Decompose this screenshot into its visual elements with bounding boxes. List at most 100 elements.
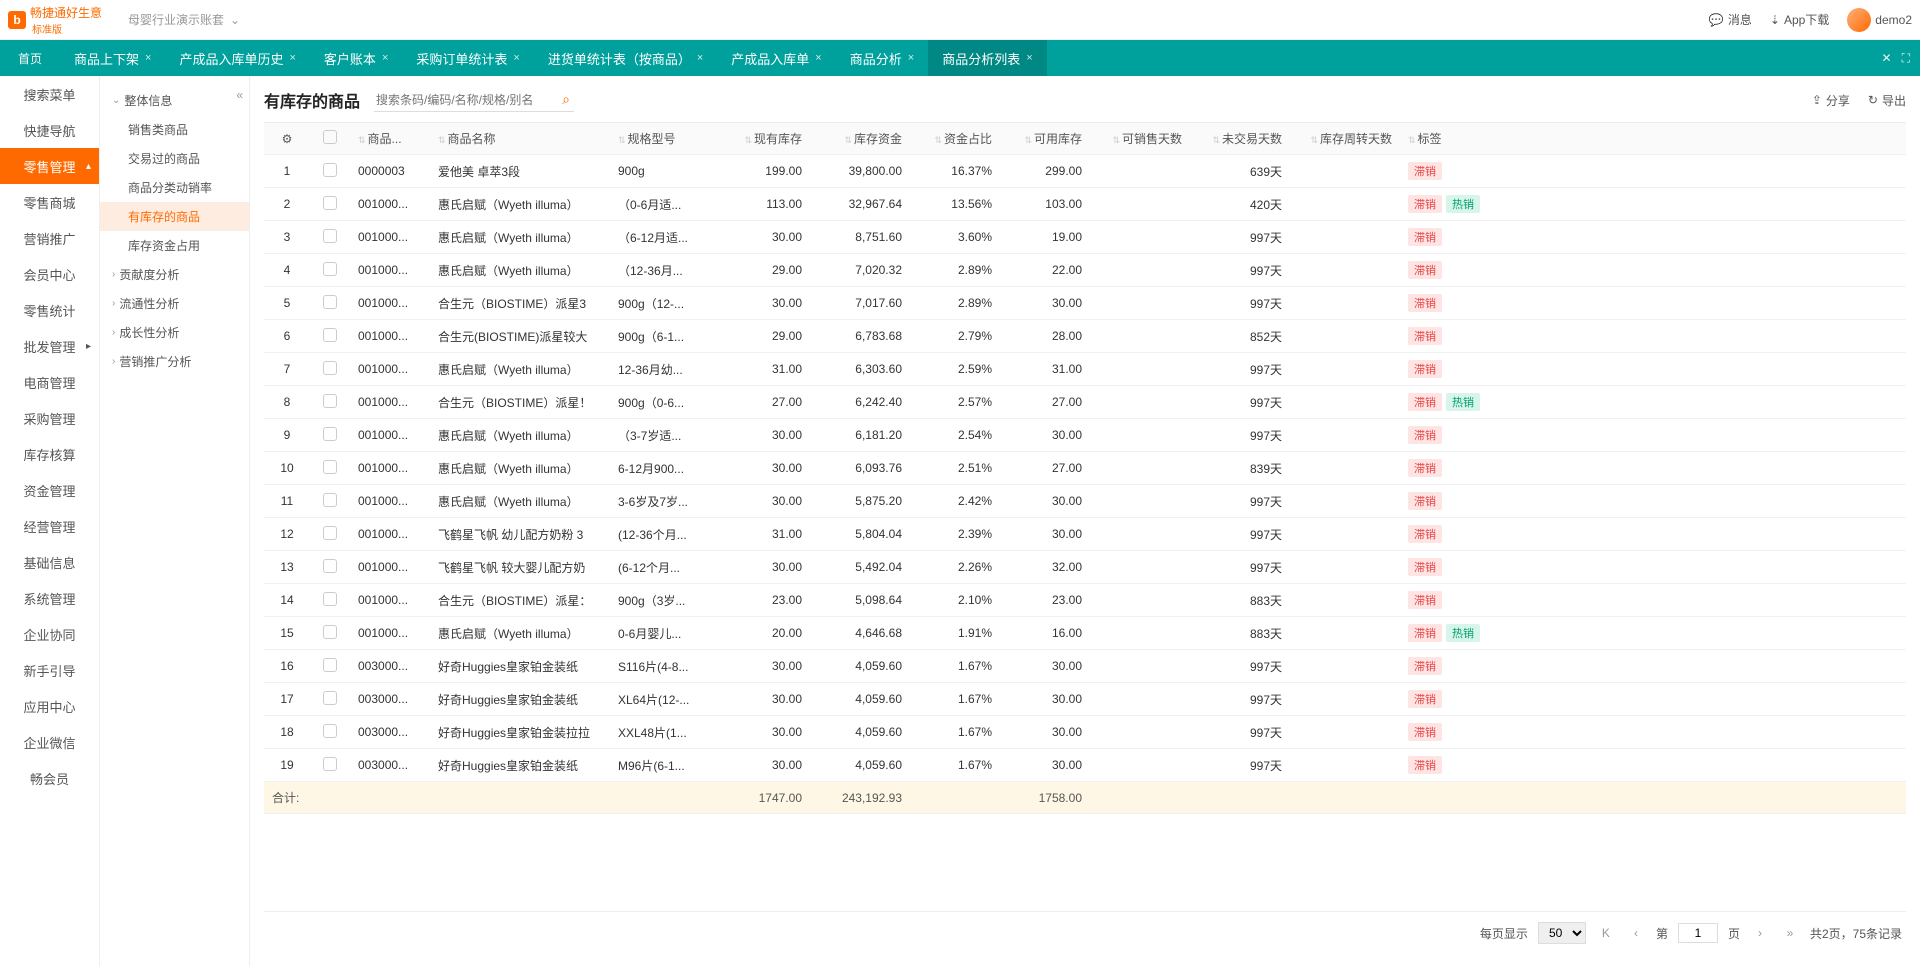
- row-checkbox[interactable]: [323, 493, 337, 507]
- export-button[interactable]: ↻导出: [1868, 92, 1906, 109]
- row-checkbox[interactable]: [323, 559, 337, 573]
- leftnav-item-12[interactable]: 经营管理: [0, 508, 99, 544]
- row-checkbox[interactable]: [323, 262, 337, 276]
- row-checkbox[interactable]: [323, 196, 337, 210]
- checkbox-all[interactable]: [323, 130, 337, 144]
- table-row[interactable]: 3001000...惠氏启赋（Wyeth illuma）（6-12月适...30…: [264, 221, 1906, 254]
- tab-0[interactable]: 商品上下架×: [60, 40, 165, 76]
- col-turnover[interactable]: ⇅库存周转天数: [1290, 123, 1400, 155]
- page-next[interactable]: ›: [1750, 923, 1770, 943]
- row-checkbox[interactable]: [323, 394, 337, 408]
- leftnav-item-17[interactable]: 应用中心: [0, 688, 99, 724]
- tab-4[interactable]: 进货单统计表（按商品）×: [534, 40, 717, 76]
- leftnav-item-8[interactable]: 电商管理: [0, 364, 99, 400]
- subnav-group-overall[interactable]: ⌄ 整体信息: [100, 86, 249, 115]
- row-checkbox[interactable]: [323, 361, 337, 375]
- tab-close-icon[interactable]: ×: [289, 52, 295, 64]
- col-notrade[interactable]: ⇅未交易天数: [1190, 123, 1290, 155]
- col-selldays[interactable]: ⇅可销售天数: [1090, 123, 1190, 155]
- table-row[interactable]: 17003000...好奇Huggies皇家铂金装纸XL64片(12-...30…: [264, 683, 1906, 716]
- leftnav-item-7[interactable]: 批发管理▸: [0, 328, 99, 364]
- leftnav-item-6[interactable]: 零售统计: [0, 292, 99, 328]
- row-checkbox[interactable]: [323, 658, 337, 672]
- checkbox-column[interactable]: [310, 123, 350, 155]
- leftnav-item-13[interactable]: 基础信息: [0, 544, 99, 580]
- leftnav-item-0[interactable]: 搜索菜单: [0, 76, 99, 112]
- table-row[interactable]: 15001000...惠氏启赋（Wyeth illuma）0-6月婴儿...20…: [264, 617, 1906, 650]
- leftnav-item-3[interactable]: 零售商城: [0, 184, 99, 220]
- subnav-item-1[interactable]: 交易过的商品: [100, 144, 249, 173]
- tab-close-icon[interactable]: ×: [382, 52, 388, 64]
- table-row[interactable]: 13001000...飞鹤星飞帆 较大婴儿配方奶(6-12个月...30.005…: [264, 551, 1906, 584]
- table-row[interactable]: 7001000...惠氏启赋（Wyeth illuma）12-36月幼...31…: [264, 353, 1906, 386]
- col-avail[interactable]: ⇅可用库存: [1000, 123, 1090, 155]
- table-row[interactable]: 10000003爱他美 卓萃3段900g199.0039,800.0016.37…: [264, 155, 1906, 188]
- table-row[interactable]: 4001000...惠氏启赋（Wyeth illuma）（12-36月...29…: [264, 254, 1906, 287]
- tab-close-icon[interactable]: ×: [513, 52, 519, 64]
- page-size-select[interactable]: 50: [1538, 922, 1586, 944]
- leftnav-item-10[interactable]: 库存核算: [0, 436, 99, 472]
- page-first[interactable]: K: [1596, 923, 1616, 943]
- search-icon[interactable]: ⌕: [562, 91, 570, 108]
- subnav-group-1[interactable]: ›流通性分析: [100, 289, 249, 318]
- table-row[interactable]: 2001000...惠氏启赋（Wyeth illuma）（0-6月适...113…: [264, 188, 1906, 221]
- page-input[interactable]: [1678, 923, 1718, 943]
- subnav-item-4[interactable]: 库存资金占用: [100, 231, 249, 260]
- row-checkbox[interactable]: [323, 724, 337, 738]
- col-tags[interactable]: ⇅标签: [1400, 123, 1906, 155]
- table-row[interactable]: 6001000...合生元(BIOSTIME)派星较大900g（6-1...29…: [264, 320, 1906, 353]
- tab-close-icon[interactable]: ×: [1026, 52, 1032, 64]
- fullscreen-icon[interactable]: ⛶: [1902, 51, 1910, 66]
- col-spec[interactable]: ⇅规格型号: [610, 123, 720, 155]
- tab-7[interactable]: 商品分析列表×: [928, 40, 1046, 76]
- col-code[interactable]: ⇅商品...: [350, 123, 430, 155]
- page-prev[interactable]: ‹: [1626, 923, 1646, 943]
- share-button[interactable]: ⇪分享: [1812, 92, 1850, 109]
- messages-button[interactable]: 💬 消息: [1709, 11, 1752, 28]
- account-selector[interactable]: 母婴行业演示账套 ⌄: [128, 11, 240, 28]
- subnav-item-3[interactable]: 有库存的商品: [100, 202, 249, 231]
- table-row[interactable]: 19003000...好奇Huggies皇家铂金装纸M96片(6-1...30.…: [264, 749, 1906, 782]
- leftnav-item-5[interactable]: 会员中心: [0, 256, 99, 292]
- subnav-item-0[interactable]: 销售类商品: [100, 115, 249, 144]
- row-checkbox[interactable]: [323, 229, 337, 243]
- leftnav-item-15[interactable]: 企业协同: [0, 616, 99, 652]
- leftnav-item-16[interactable]: 新手引导: [0, 652, 99, 688]
- table-row[interactable]: 16003000...好奇Huggies皇家铂金装纸S116片(4-8...30…: [264, 650, 1906, 683]
- table-row[interactable]: 18003000...好奇Huggies皇家铂金装拉拉XXL48片(1...30…: [264, 716, 1906, 749]
- table-row[interactable]: 5001000...合生元（BIOSTIME）派星3900g（12-...30.…: [264, 287, 1906, 320]
- leftnav-item-19[interactable]: 畅会员: [0, 760, 99, 796]
- tab-3[interactable]: 采购订单统计表×: [402, 40, 533, 76]
- leftnav-item-11[interactable]: 资金管理: [0, 472, 99, 508]
- tab-close-icon[interactable]: ×: [145, 52, 151, 64]
- table-row[interactable]: 9001000...惠氏启赋（Wyeth illuma）（3-7岁适...30.…: [264, 419, 1906, 452]
- user-menu[interactable]: demo2: [1847, 8, 1912, 32]
- tab-5[interactable]: 产成品入库单×: [717, 40, 835, 76]
- search-input[interactable]: [374, 89, 574, 112]
- page-last[interactable]: »: [1780, 923, 1800, 943]
- leftnav-item-4[interactable]: 营销推广: [0, 220, 99, 256]
- row-checkbox[interactable]: [323, 460, 337, 474]
- leftnav-item-9[interactable]: 采购管理: [0, 400, 99, 436]
- table-row[interactable]: 8001000...合生元（BIOSTIME）派星！900g（0-6...27.…: [264, 386, 1906, 419]
- row-checkbox[interactable]: [323, 592, 337, 606]
- col-fund[interactable]: ⇅库存资金: [810, 123, 910, 155]
- subnav-group-2[interactable]: ›成长性分析: [100, 318, 249, 347]
- row-checkbox[interactable]: [323, 625, 337, 639]
- tab-close-icon[interactable]: ×: [908, 52, 914, 64]
- subnav-group-3[interactable]: ›营销推广分析: [100, 347, 249, 376]
- tab-2[interactable]: 客户账本×: [310, 40, 402, 76]
- col-name[interactable]: ⇅商品名称: [430, 123, 610, 155]
- tab-close-icon[interactable]: ×: [815, 52, 821, 64]
- leftnav-item-1[interactable]: 快捷导航: [0, 112, 99, 148]
- row-checkbox[interactable]: [323, 295, 337, 309]
- row-checkbox[interactable]: [323, 427, 337, 441]
- subnav-item-2[interactable]: 商品分类动销率: [100, 173, 249, 202]
- subnav-group-0[interactable]: ›贡献度分析: [100, 260, 249, 289]
- app-download-button[interactable]: ⇣ App下载: [1770, 11, 1829, 28]
- table-row[interactable]: 11001000...惠氏启赋（Wyeth illuma）3-6岁及7岁...3…: [264, 485, 1906, 518]
- row-checkbox[interactable]: [323, 163, 337, 177]
- leftnav-item-14[interactable]: 系统管理: [0, 580, 99, 616]
- tab-close-icon[interactable]: ×: [697, 52, 703, 64]
- tab-1[interactable]: 产成品入库单历史×: [165, 40, 309, 76]
